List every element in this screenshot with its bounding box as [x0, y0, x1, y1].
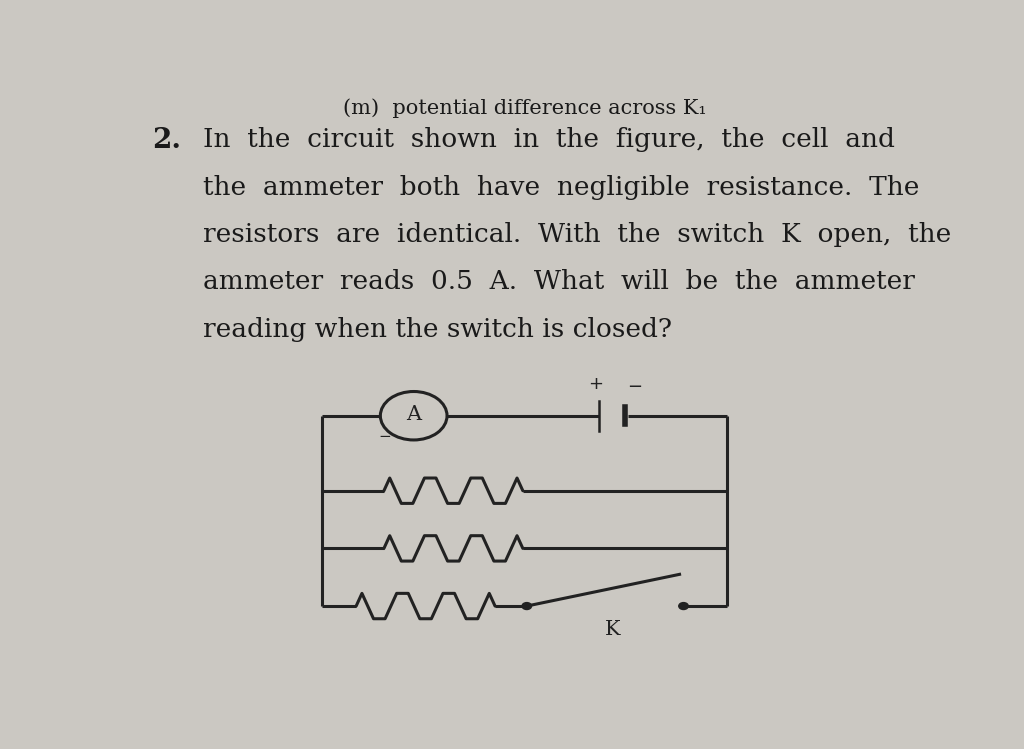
- Text: +: +: [588, 374, 603, 392]
- Text: the  ammeter  both  have  negligible  resistance.  The: the ammeter both have negligible resista…: [204, 175, 920, 200]
- Text: 2.: 2.: [152, 127, 181, 154]
- Circle shape: [679, 603, 688, 610]
- Text: In  the  circuit  shown  in  the  figure,  the  cell  and: In the circuit shown in the figure, the …: [204, 127, 895, 152]
- Text: ammeter  reads  0.5  A.  What  will  be  the  ammeter: ammeter reads 0.5 A. What will be the am…: [204, 269, 915, 294]
- Text: (m)  potential difference across K₁: (m) potential difference across K₁: [343, 99, 707, 118]
- Text: −: −: [379, 429, 391, 444]
- Text: K: K: [605, 620, 621, 640]
- Circle shape: [522, 603, 531, 610]
- Text: −: −: [627, 378, 642, 396]
- Text: A: A: [407, 404, 421, 423]
- Text: reading when the switch is closed?: reading when the switch is closed?: [204, 317, 673, 342]
- Text: resistors  are  identical.  With  the  switch  K  open,  the: resistors are identical. With the switch…: [204, 222, 951, 247]
